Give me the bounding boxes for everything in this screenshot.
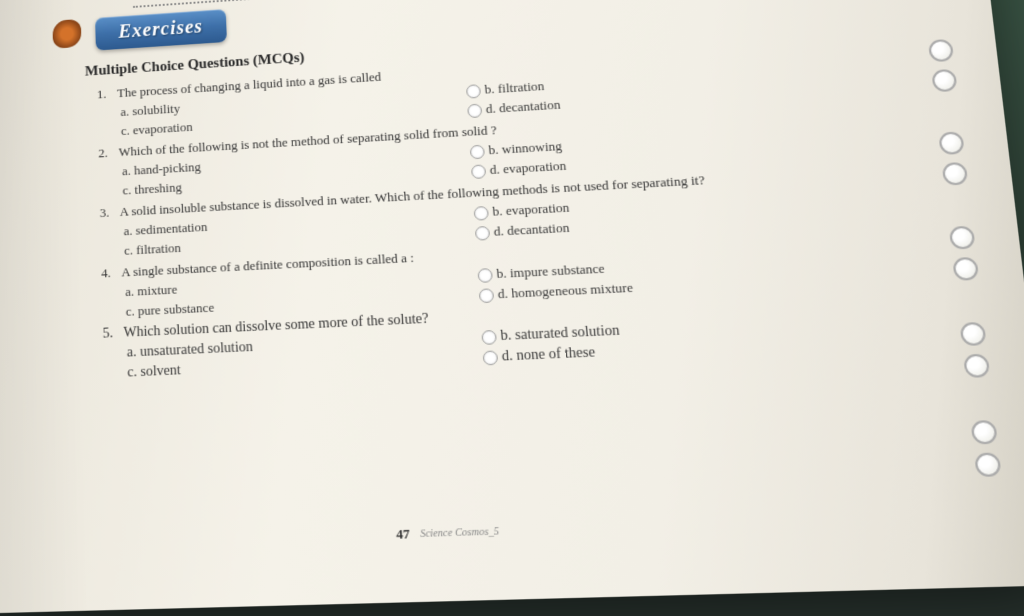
book-page: fluid? types of solutions. ins from husk… xyxy=(0,0,1024,616)
option-label: b. impure substance xyxy=(496,261,605,281)
radio-icon xyxy=(483,350,499,365)
answer-bubble[interactable] xyxy=(928,39,954,62)
option-label: d. homogeneous mixture xyxy=(497,280,633,302)
answer-bubble[interactable] xyxy=(974,452,1002,477)
answer-bubble[interactable] xyxy=(952,257,979,281)
radio-icon xyxy=(479,288,494,303)
option-label: b. filtration xyxy=(484,78,545,96)
radio-icon xyxy=(481,330,496,345)
page-number: 47 xyxy=(396,526,411,543)
option-label: d. decantation xyxy=(493,220,570,239)
option-label: d. decantation xyxy=(485,97,561,116)
radio-icon xyxy=(470,145,485,160)
option-label: b. saturated solution xyxy=(500,324,620,345)
option-label: b. winnowing xyxy=(488,138,562,157)
radio-icon xyxy=(466,84,481,98)
page-curl-shadow xyxy=(0,0,89,616)
bubble-pair xyxy=(928,39,958,92)
bubble-pair xyxy=(960,322,991,378)
answer-bubble[interactable] xyxy=(949,226,976,250)
radio-icon xyxy=(477,268,492,283)
question-number: 1. xyxy=(97,86,115,102)
question-number: 5. xyxy=(103,326,121,343)
option-label: d. none of these xyxy=(501,345,595,364)
page-content: Exercises Multiple Choice Questions (MCQ… xyxy=(76,0,964,384)
radio-icon xyxy=(471,164,486,179)
answer-bubble[interactable] xyxy=(970,420,997,445)
radio-icon xyxy=(467,104,482,119)
radio-icon xyxy=(475,226,490,241)
book-label: Science Cosmos_5 xyxy=(420,525,500,539)
option-label: b. evaporation xyxy=(492,200,570,219)
answer-bubble[interactable] xyxy=(942,162,969,186)
answer-bubble[interactable] xyxy=(960,322,987,346)
page-footer: 47 Science Cosmos_5 xyxy=(396,523,500,543)
question-number: 3. xyxy=(100,205,118,221)
bubble-pair xyxy=(938,131,968,185)
exercises-banner: Exercises xyxy=(95,9,227,51)
bubble-pair xyxy=(970,420,1001,477)
answer-bubble[interactable] xyxy=(963,354,990,378)
option-label: d. evaporation xyxy=(489,158,567,177)
answer-bubble[interactable] xyxy=(931,69,957,93)
radio-icon xyxy=(474,206,489,221)
question-number: 2. xyxy=(98,145,116,161)
answer-bubble[interactable] xyxy=(938,131,965,155)
question-number: 4. xyxy=(101,265,119,282)
bubble-pair xyxy=(949,226,979,281)
